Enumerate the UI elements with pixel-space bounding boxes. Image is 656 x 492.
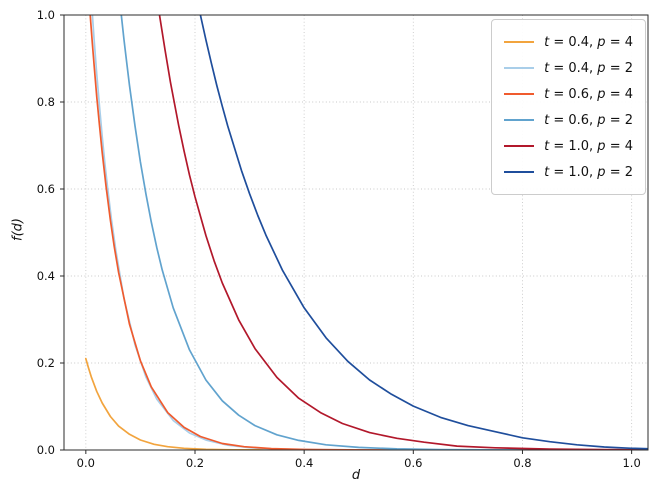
curve-t0.6-p2	[120, 15, 648, 450]
legend-label: t = 1.0, p = 2	[544, 164, 633, 180]
x-axis-label: d	[351, 468, 361, 483]
curve-t1.0-p4	[158, 15, 648, 450]
y-tick-label: 0.0	[37, 443, 55, 457]
legend-entry: t = 1.0, p = 4	[504, 133, 633, 159]
legend-line-swatch	[504, 67, 535, 69]
x-tick-label: 0.4	[295, 456, 313, 470]
axes-spines	[63, 14, 649, 451]
y-tick-label: 1.0	[37, 8, 55, 22]
legend-label: t = 0.6, p = 2	[544, 112, 633, 128]
y-tick-label: 0.8	[37, 95, 55, 109]
y-axis-label: f(d)	[10, 218, 26, 241]
legend-label: t = 0.4, p = 2	[544, 60, 633, 76]
legend-entry: t = 1.0, p = 2	[504, 159, 633, 185]
x-tick-label: 0.6	[404, 456, 422, 470]
legend-line-swatch	[504, 41, 535, 43]
y-tick-label: 0.4	[37, 269, 55, 283]
legend-label: t = 0.4, p = 4	[544, 34, 633, 50]
legend-line-swatch	[504, 145, 535, 147]
curve-t0.4-p4	[84, 357, 648, 450]
legend-entry: t = 0.6, p = 2	[504, 107, 633, 133]
legend-line-swatch	[504, 93, 535, 95]
legend-entry: t = 0.4, p = 4	[504, 29, 633, 55]
curve-t1.0-p2	[199, 15, 648, 450]
x-tick-label: 0.8	[513, 456, 531, 470]
legend-line-swatch	[504, 119, 535, 121]
x-tick-label: 0.0	[77, 456, 95, 470]
legend: t = 0.4, p = 4 t = 0.4, p = 2 t = 0.6, p =…	[491, 19, 646, 195]
y-tick-label: 0.2	[37, 356, 55, 370]
x-tick-label: 1.0	[622, 456, 640, 470]
legend-label: t = 1.0, p = 4	[544, 138, 633, 154]
legend-entry: t = 0.4, p = 2	[504, 55, 633, 81]
legend-line-swatch	[504, 171, 535, 173]
legend-label: t = 0.6, p = 4	[544, 86, 633, 102]
x-tick-label: 0.2	[186, 456, 204, 470]
y-tick-label: 0.6	[37, 182, 55, 196]
legend-entry: t = 0.6, p = 4	[504, 81, 633, 107]
